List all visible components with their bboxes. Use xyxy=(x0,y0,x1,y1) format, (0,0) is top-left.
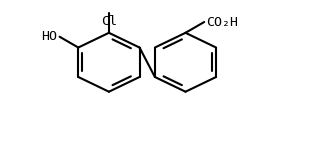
Text: HO: HO xyxy=(41,30,57,43)
Text: Cl: Cl xyxy=(101,15,117,28)
Text: CO₂H: CO₂H xyxy=(206,15,238,28)
